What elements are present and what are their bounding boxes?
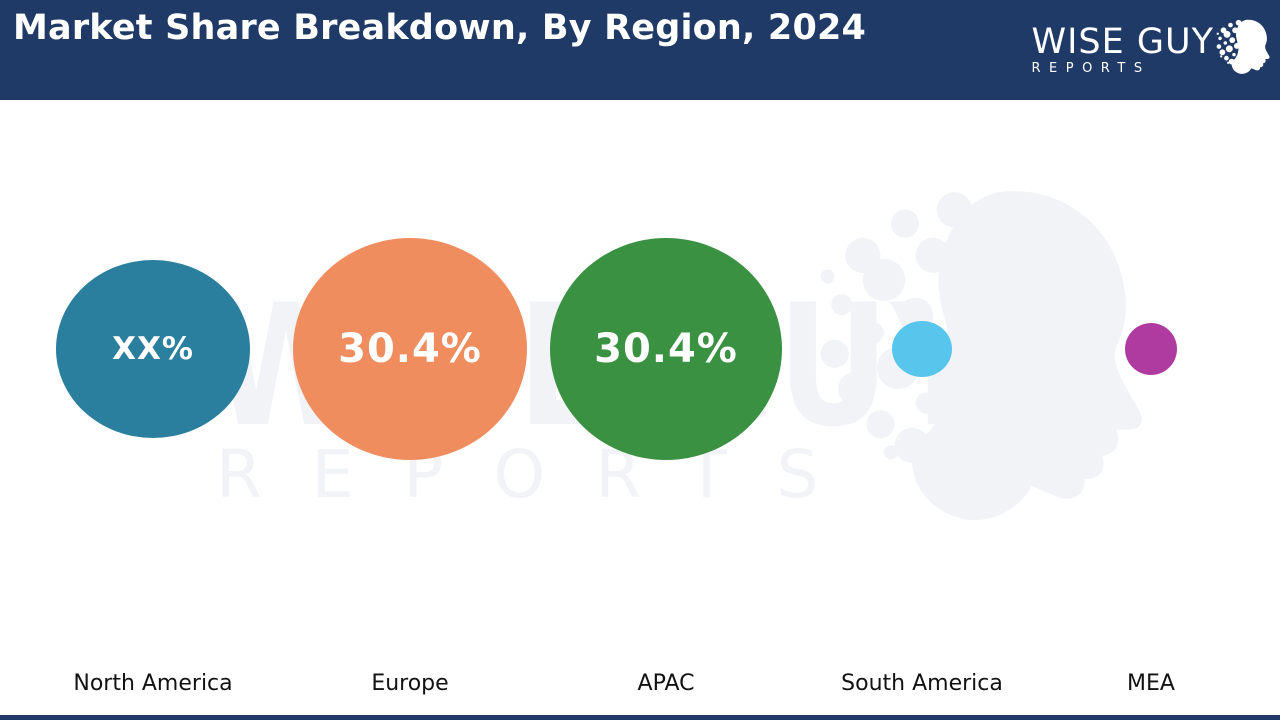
logo-wordmark: WISE GUY <box>1031 21 1214 62</box>
wise-guy-logo: WISE GUY REPORTS <box>1031 6 1274 94</box>
bubble-value-label: 30.4% <box>594 326 738 372</box>
logo-subtitle: REPORTS <box>1031 61 1151 77</box>
category-label-europe: Europe <box>371 671 449 696</box>
page-title: Market Share Breakdown, By Region, 2024 <box>13 8 867 48</box>
category-label-south-america: South America <box>841 671 1003 696</box>
bottom-bar <box>0 715 1280 720</box>
bubble-value-label: XX% <box>112 331 194 367</box>
bubble-south-america <box>892 321 952 377</box>
bubble-value-label: 30.4% <box>338 326 482 372</box>
category-label-north-america: North America <box>73 671 233 696</box>
bubble-north-america: XX% <box>56 260 250 438</box>
header: Market Share Breakdown, By Region, 2024 … <box>0 0 1280 100</box>
logo-text: WISE GUY REPORTS <box>1031 21 1214 77</box>
category-label-mea: MEA <box>1127 671 1175 696</box>
bubble-europe: 30.4% <box>293 238 527 460</box>
bubble-apac: 30.4% <box>550 238 782 460</box>
face-logo-icon <box>1216 6 1274 94</box>
category-label-apac: APAC <box>637 671 695 696</box>
bubble-mea <box>1125 323 1177 375</box>
